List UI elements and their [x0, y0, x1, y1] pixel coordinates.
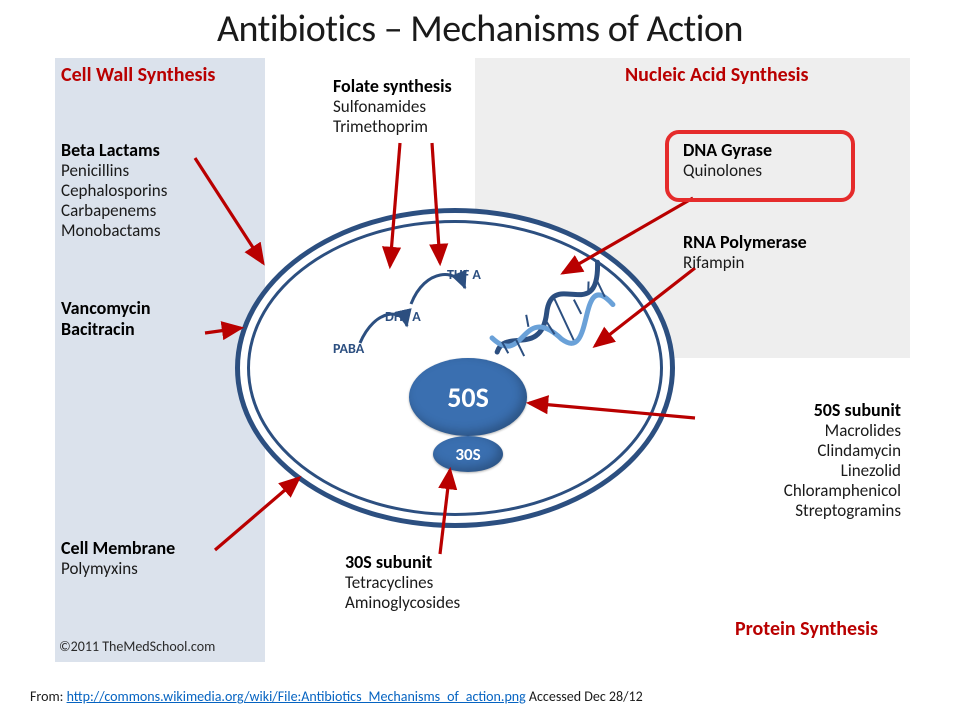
- s30-items: Tetracyclines Aminoglycosides: [345, 573, 460, 613]
- section-protein: Protein Synthesis: [735, 618, 878, 642]
- group-membrane: Cell Membrane Polymyxins: [61, 538, 175, 579]
- group-30s: 30S subunit Tetracyclines Aminoglycoside…: [345, 552, 460, 613]
- ribosome-50s: 50S: [409, 358, 527, 436]
- citation-suffix: Accessed Dec 28/12: [526, 688, 643, 705]
- s30-title: 30S subunit: [345, 552, 460, 573]
- diagram-area: 50S 30S PABA DHF A THF A Cell Wall Synth…: [55, 58, 910, 662]
- citation-link[interactable]: http://commons.wikimedia.org/wiki/File:A…: [67, 688, 526, 705]
- group-gyrase: DNA Gyrase Quinolones: [683, 140, 772, 181]
- gyrase-items: Quinolones: [683, 161, 772, 181]
- beta-lactams-title: Beta Lactams: [61, 140, 167, 161]
- citation-prefix: From:: [30, 688, 67, 705]
- paba-label: PABA: [333, 340, 364, 357]
- s50-title: 50S subunit: [701, 400, 901, 421]
- thfa-label: THF A: [447, 266, 481, 283]
- membrane-title: Cell Membrane: [61, 538, 175, 559]
- rnap-items: Rifampin: [683, 253, 807, 273]
- citation: From: http://commons.wikimedia.org/wiki/…: [30, 688, 643, 705]
- group-50s: 50S subunit Macrolides Clindamycin Linez…: [701, 400, 901, 521]
- folate-title: Folate synthesis: [333, 76, 452, 97]
- folate-items: Sulfonamides Trimethoprim: [333, 97, 452, 137]
- dhfa-label: DHF A: [385, 308, 421, 325]
- section-nucleic: Nucleic Acid Synthesis: [625, 64, 809, 88]
- beta-lactams-items: Penicillins Cephalosporins Carbapenems M…: [61, 161, 167, 241]
- group-beta-lactams: Beta Lactams Penicillins Cephalosporins …: [61, 140, 167, 241]
- s50-items: Macrolides Clindamycin Linezolid Chloram…: [701, 421, 901, 521]
- ribosome-30s: 30S: [433, 436, 503, 472]
- slide-title: Antibiotics – Mechanisms of Action: [0, 0, 960, 56]
- membrane-items: Polymyxins: [61, 559, 175, 579]
- vanc-title: Vancomycin Bacitracin: [61, 298, 151, 340]
- rnap-title: RNA Polymerase: [683, 232, 807, 253]
- group-vanc: Vancomycin Bacitracin: [61, 298, 151, 340]
- group-rnap: RNA Polymerase Rifampin: [683, 232, 807, 273]
- section-cell-wall: Cell Wall Synthesis: [61, 64, 215, 88]
- gyrase-title: DNA Gyrase: [683, 140, 772, 161]
- diagram-copyright: ©2011 TheMedSchool.com: [59, 638, 215, 655]
- group-folate: Folate synthesis Sulfonamides Trimethopr…: [333, 76, 452, 137]
